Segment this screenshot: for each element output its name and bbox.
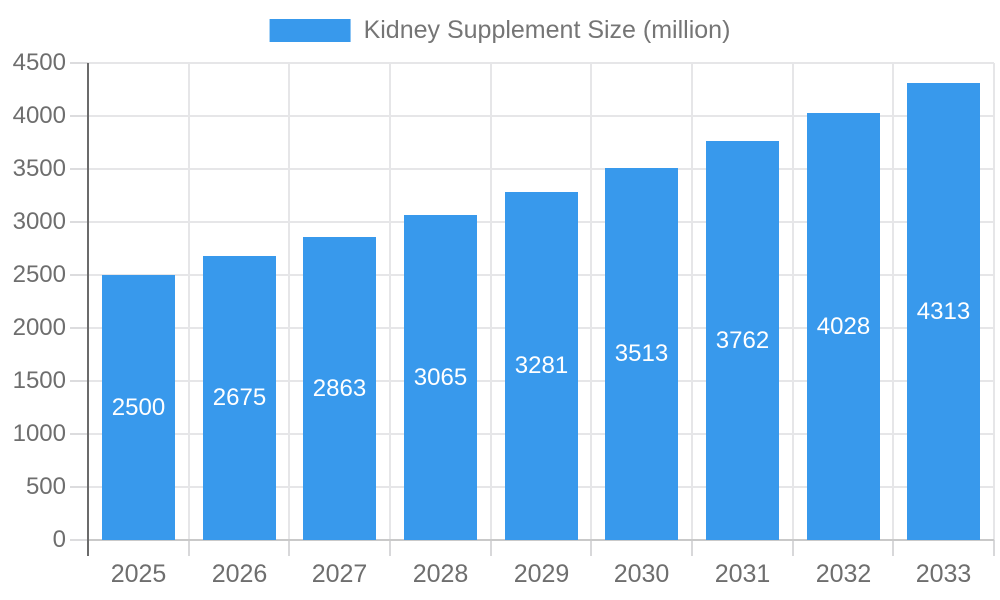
x-axis-tick: [892, 540, 894, 556]
vertical-gridline: [691, 63, 693, 540]
y-axis-tick: [70, 433, 88, 435]
legend-swatch: [269, 19, 351, 42]
y-tick-label: 500: [25, 473, 66, 500]
bar-value-label: 3065: [413, 363, 468, 391]
y-tick-label: 1500: [12, 367, 66, 394]
bar-value-label: 4028: [816, 312, 871, 340]
y-tick-label: 2500: [12, 261, 66, 288]
x-tick-label: 2033: [915, 560, 972, 588]
vertical-gridline: [490, 63, 492, 540]
y-tick-label: 1000: [12, 420, 66, 447]
bar-value-label: 3513: [614, 340, 669, 367]
horizontal-gridline: [88, 168, 994, 170]
horizontal-gridline: [88, 62, 994, 64]
bar-value-label: 3281: [514, 352, 569, 379]
x-tick-label: 2028: [412, 560, 469, 588]
bar[interactable]: 3065: [404, 215, 477, 540]
y-axis-tick: [70, 115, 88, 117]
x-tick-label: 2030: [613, 560, 670, 588]
vertical-gridline: [288, 63, 290, 540]
y-axis-tick: [70, 168, 88, 170]
y-tick-label: 3500: [12, 155, 66, 182]
bar[interactable]: 4313: [907, 83, 980, 540]
y-tick-label: 3000: [12, 208, 66, 235]
bar[interactable]: 2675: [203, 256, 276, 540]
legend[interactable]: Kidney Supplement Size (million): [269, 16, 731, 44]
x-axis-tick: [590, 540, 592, 556]
bar-value-label: 2500: [111, 393, 166, 421]
horizontal-gridline: [88, 115, 994, 117]
vertical-gridline: [590, 63, 592, 540]
x-tick-label: 2027: [311, 560, 368, 588]
y-axis-tick: [70, 274, 88, 276]
y-tick-label: 2000: [12, 314, 66, 341]
x-axis-tick: [188, 540, 190, 556]
y-axis-tick: [70, 539, 88, 541]
x-axis-tick: [389, 540, 391, 556]
y-axis-tick: [70, 221, 88, 223]
bar[interactable]: 2863: [303, 237, 376, 540]
y-tick-label: 4500: [12, 49, 66, 76]
bar[interactable]: 3513: [605, 168, 678, 540]
x-tick-label: 2031: [714, 560, 771, 588]
x-axis-tick: [288, 540, 290, 556]
bar-value-label: 3762: [715, 326, 770, 354]
bar-value-label: 4313: [916, 297, 971, 325]
y-axis-tick: [70, 380, 88, 382]
x-tick-label: 2032: [815, 560, 872, 588]
y-axis-tick: [70, 62, 88, 64]
vertical-gridline: [892, 63, 894, 540]
y-axis-tick: [70, 327, 88, 329]
bar-value-label: 2863: [312, 374, 367, 402]
bar[interactable]: 3762: [706, 141, 779, 540]
vertical-gridline: [389, 63, 391, 540]
bar[interactable]: 3281: [505, 192, 578, 540]
y-tick-label: 0: [52, 526, 66, 553]
y-tick-label: 4000: [12, 102, 66, 129]
bar[interactable]: 2500: [102, 275, 175, 540]
bar-value-label: 2675: [212, 384, 267, 411]
vertical-gridline: [993, 63, 995, 540]
x-axis-tick: [691, 540, 693, 556]
vertical-gridline: [792, 63, 794, 540]
y-axis-tick: [70, 486, 88, 488]
x-tick-label: 2026: [211, 560, 268, 588]
x-axis-tick: [792, 540, 794, 556]
x-tick-label: 2029: [513, 560, 570, 588]
x-axis-tick: [993, 540, 995, 556]
x-tick-label: 2025: [110, 560, 167, 588]
x-axis-line: [88, 539, 994, 541]
vertical-gridline: [188, 63, 190, 540]
y-axis-line: [87, 63, 89, 556]
legend-label: Kidney Supplement Size (million): [363, 16, 731, 44]
x-axis-tick: [490, 540, 492, 556]
bar[interactable]: 4028: [807, 113, 880, 540]
